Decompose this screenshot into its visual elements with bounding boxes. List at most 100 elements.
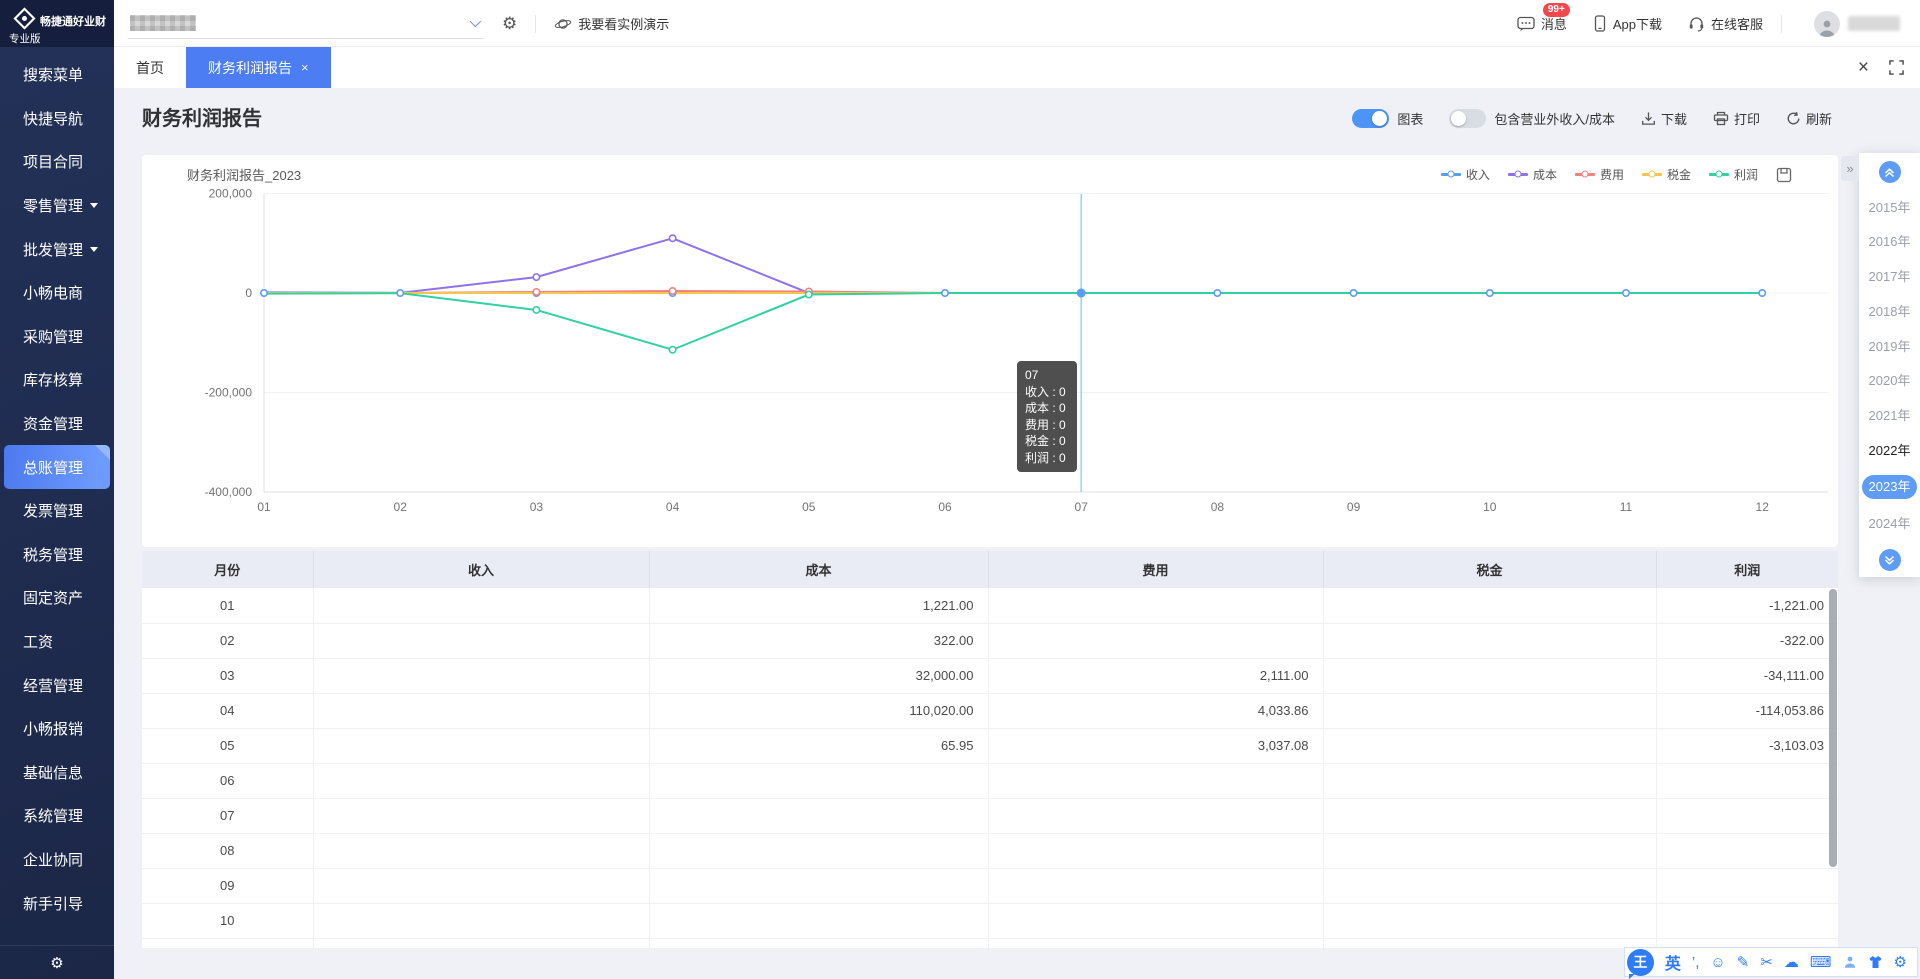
sidebar-item-总账管理[interactable]: 总账管理 xyxy=(4,445,110,489)
collapse-panel-icon[interactable]: » xyxy=(1841,156,1859,181)
cell-value xyxy=(313,763,650,799)
chart-toggle[interactable]: 图表 xyxy=(1352,109,1423,128)
cell-value xyxy=(1656,798,1838,834)
legend-item-收入[interactable]: 收入 xyxy=(1440,166,1490,183)
cell-value: -34,111.00 xyxy=(1656,658,1838,694)
logo-icon xyxy=(13,7,36,30)
cell-month: 08 xyxy=(142,833,314,869)
cell-value xyxy=(988,903,1324,939)
column-header-成本: 成本 xyxy=(649,551,989,588)
sidebar-item-label: 工资 xyxy=(23,634,54,652)
year-2022年[interactable]: 2022年 xyxy=(1868,442,1911,458)
cell-value xyxy=(1656,868,1838,904)
year-2015年[interactable]: 2015年 xyxy=(1868,199,1911,215)
sidebar-item-资金管理[interactable]: 资金管理 xyxy=(0,402,114,446)
toggle-on-control[interactable] xyxy=(1352,109,1390,128)
download-button[interactable]: 下载 xyxy=(1641,109,1687,128)
user-silhouette-icon xyxy=(1819,20,1835,37)
avatar[interactable] xyxy=(1814,10,1840,37)
tooltip-row: 利润 : 0 xyxy=(1025,450,1066,465)
sidebar-item-新手引导[interactable]: 新手引导 xyxy=(0,881,114,925)
sidebar-item-项目合同[interactable]: 项目合同 xyxy=(0,140,114,184)
legend-item-成本[interactable]: 成本 xyxy=(1507,166,1557,183)
sidebar-item-搜索菜单[interactable]: 搜索菜单 xyxy=(0,53,114,97)
sidebar-item-label: 资金管理 xyxy=(23,416,84,434)
year-2020年[interactable]: 2020年 xyxy=(1868,373,1911,389)
sidebar-item-快捷导航[interactable]: 快捷导航 xyxy=(0,97,114,141)
sidebar-item-小畅电商[interactable]: 小畅电商 xyxy=(0,271,114,315)
column-header-月份: 月份 xyxy=(142,551,314,588)
tooltip-row: 收入 : 0 xyxy=(1025,384,1066,399)
sidebar-settings-gear-icon[interactable]: ⚙ xyxy=(50,954,64,972)
cell-value: 1,221.00 xyxy=(649,588,989,624)
ime-settings-icon[interactable]: ⚙ xyxy=(1893,954,1907,971)
scroll-years-up-icon[interactable] xyxy=(1878,161,1901,183)
table-scrollbar[interactable] xyxy=(1829,589,1837,867)
tab-close-icon[interactable]: × xyxy=(301,60,309,75)
ime-pencil-icon[interactable]: ✎ xyxy=(1736,954,1750,971)
ime-shirt-icon[interactable] xyxy=(1868,955,1883,969)
sidebar-item-label: 新手引导 xyxy=(23,895,84,913)
year-2018年[interactable]: 2018年 xyxy=(1868,303,1911,319)
table-row: 10 xyxy=(142,903,1838,939)
sidebar-item-经营管理[interactable]: 经营管理 xyxy=(0,663,114,707)
toggle-off-control[interactable] xyxy=(1449,109,1487,128)
legend-item-费用[interactable]: 费用 xyxy=(1574,166,1624,183)
support-button[interactable]: 在线客服 xyxy=(1688,14,1763,33)
sidebar-item-库存核算[interactable]: 库存核算 xyxy=(0,358,114,402)
sidebar-item-采购管理[interactable]: 采购管理 xyxy=(0,315,114,359)
sidebar-item-税务管理[interactable]: 税务管理 xyxy=(0,533,114,577)
cell-value xyxy=(988,868,1324,904)
cell-value: -1,221.00 xyxy=(1656,588,1838,624)
ime-primary-button[interactable]: 王 xyxy=(1626,948,1654,979)
tabs: 首页 财务利润报告 × xyxy=(114,47,331,88)
refresh-button[interactable]: 刷新 xyxy=(1786,109,1832,128)
year-2024年[interactable]: 2024年 xyxy=(1868,516,1911,532)
table-row: 03 32,000.00 2,111.00 -34,111.00 xyxy=(142,658,1838,694)
legend-item-利润[interactable]: 利润 xyxy=(1708,166,1758,183)
sidebar-item-固定资产[interactable]: 固定资产 xyxy=(0,576,114,620)
sidebar-item-基础信息[interactable]: 基础信息 xyxy=(0,751,114,795)
cell-month: 05 xyxy=(142,728,314,764)
cell-value: -322.00 xyxy=(1656,623,1838,659)
year-2021年[interactable]: 2021年 xyxy=(1868,408,1911,424)
save-chart-icon[interactable] xyxy=(1776,167,1792,183)
year-2017年[interactable]: 2017年 xyxy=(1868,269,1911,285)
ime-punctuation-icon[interactable]: ’, xyxy=(1691,953,1700,971)
sidebar-item-小畅报销[interactable]: 小畅报销 xyxy=(0,707,114,751)
ime-scissors-icon[interactable]: ✂ xyxy=(1760,954,1773,971)
year-2016年[interactable]: 2016年 xyxy=(1868,234,1911,250)
sidebar-item-零售管理[interactable]: 零售管理 xyxy=(0,184,114,228)
app-download-button[interactable]: App下载 xyxy=(1593,14,1662,33)
ime-keyboard-icon[interactable]: ⌨ xyxy=(1809,954,1832,971)
include-nonoperating-toggle[interactable]: 包含营业外收入/成本 xyxy=(1449,109,1615,128)
chart-card: 财务利润报告_2023 收入 成本 费用 税金 利润 200,000 0 -200,000 -… xyxy=(142,155,1838,547)
messages-button[interactable]: 消息 99+ xyxy=(1517,3,1570,33)
close-all-tabs-icon[interactable]: × xyxy=(1857,57,1869,78)
ime-smiley-icon[interactable]: ☺ xyxy=(1710,953,1726,971)
print-button[interactable]: 打印 xyxy=(1713,109,1760,128)
tab-财务利润报告[interactable]: 财务利润报告 × xyxy=(186,47,331,88)
sidebar-item-批发管理[interactable]: 批发管理 xyxy=(0,227,114,271)
sidebar-item-工资[interactable]: 工资 xyxy=(0,620,114,664)
tab-首页[interactable]: 首页 xyxy=(114,47,186,88)
demo-link[interactable]: 我要看实例演示 xyxy=(554,14,669,33)
settings-gear-icon[interactable]: ⚙ xyxy=(502,13,518,33)
sidebar-menu: 搜索菜单 快捷导航 项目合同 零售管理 批发管理 小畅电商 采购管理 库存核算资金管理总账管理… xyxy=(0,47,114,925)
sidebar-item-企业协同[interactable]: 企业协同 xyxy=(0,838,114,882)
year-2019年[interactable]: 2019年 xyxy=(1868,338,1911,354)
tooltip-row: 成本 : 0 xyxy=(1025,401,1066,415)
toolbar: 图表 包含营业外收入/成本 下载 打印 刷新 xyxy=(1352,109,1832,128)
sidebar-item-发票管理[interactable]: 发票管理 xyxy=(0,489,114,533)
sidebar-item-系统管理[interactable]: 系统管理 xyxy=(0,794,114,838)
fullscreen-icon[interactable] xyxy=(1889,60,1904,75)
year-2023年[interactable]: 2023年 xyxy=(1861,475,1918,500)
org-select[interactable] xyxy=(128,9,484,39)
cell-value: 110,020.00 xyxy=(649,693,989,729)
legend-item-税金[interactable]: 税金 xyxy=(1641,166,1691,183)
ime-person-icon[interactable] xyxy=(1843,955,1857,969)
ime-cloud-icon[interactable]: ☁ xyxy=(1783,954,1799,971)
cell-value xyxy=(988,798,1324,834)
scroll-years-down-icon[interactable] xyxy=(1878,549,1901,571)
ime-language-toggle[interactable]: 英 xyxy=(1664,956,1681,973)
